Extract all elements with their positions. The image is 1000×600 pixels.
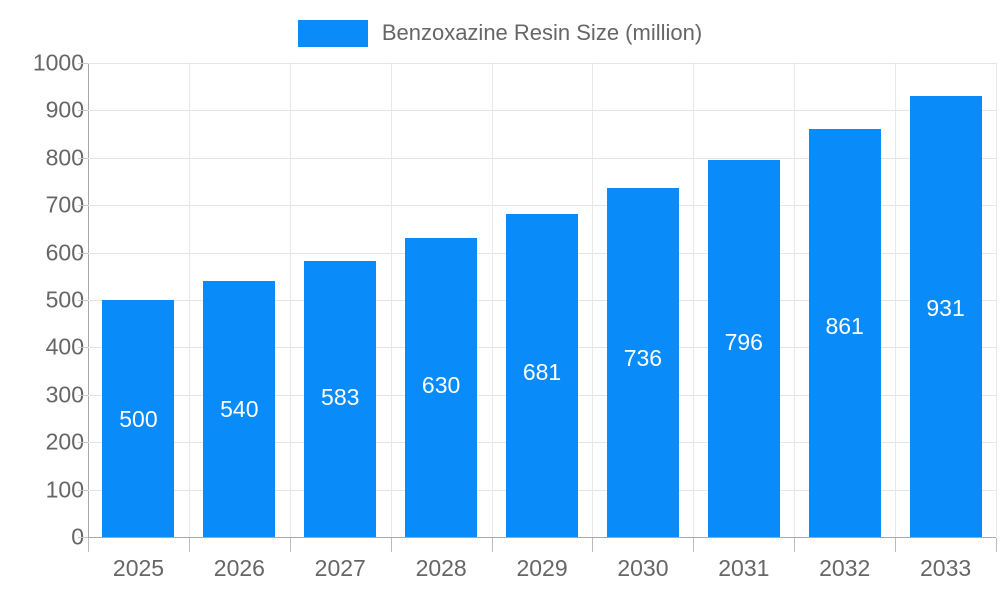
x-axis-tick-label: 2029 (516, 555, 568, 581)
bar[interactable]: 583 (304, 260, 377, 537)
gridline-x (189, 63, 190, 537)
x-axis-tick-mark (391, 538, 392, 552)
gridline-x (693, 63, 694, 537)
bar-value-label: 540 (220, 395, 259, 422)
x-axis-tick-label: 2025 (112, 555, 165, 581)
bar-value-label: 736 (623, 344, 663, 371)
legend-label-benzoxazine-resin-size: Benzoxazine Resin Size (million) (381, 20, 703, 45)
y-axis-tick-mark (78, 537, 88, 538)
gridline-x (895, 63, 896, 537)
x-axis-tick-label: 2032 (819, 555, 871, 581)
x-axis-tick-label: 2026 (213, 555, 265, 581)
gridline-y (88, 157, 996, 159)
x-axis-tick-label: 2030 (617, 555, 669, 581)
y-axis-tick-mark (78, 205, 88, 207)
y-axis-tick-mark (78, 489, 88, 491)
x-axis-tick-label: 2031 (718, 555, 770, 581)
x-axis-tick-mark (592, 538, 593, 552)
legend-swatch-benzoxazine-resin-size[interactable] (297, 19, 368, 47)
x-axis-tick-label: 2028 (415, 555, 467, 581)
y-axis-tick-mark (78, 252, 88, 254)
bar[interactable]: 796 (707, 159, 780, 537)
bar-value-label: 500 (119, 405, 158, 432)
bar[interactable]: 630 (405, 238, 478, 537)
gridline-x (391, 63, 392, 537)
gridline-x (794, 63, 795, 537)
x-axis-tick-mark (290, 538, 291, 552)
bar[interactable]: 500 (102, 300, 175, 537)
gridline-x (592, 63, 593, 537)
bar-value-label: 630 (421, 372, 461, 399)
y-axis: 0 100 200 300 400 500 600 700 800 900 1000 (0, 0, 88, 600)
gridline-x (996, 63, 997, 537)
bar[interactable]: 736 (606, 188, 679, 537)
y-axis-tick-label: 200 (45, 428, 84, 455)
y-axis-tick-label: 100 (45, 476, 84, 503)
bar-value-label: 861 (825, 312, 864, 339)
bar[interactable]: 681 (506, 214, 578, 537)
y-axis-tick-label: 300 (45, 381, 84, 408)
bar[interactable]: 540 (203, 281, 276, 537)
y-axis-tick-mark (78, 110, 88, 112)
bar-value-label: 583 (321, 384, 360, 411)
x-axis-line (88, 537, 996, 538)
x-axis-tick-label: 2027 (314, 555, 366, 581)
y-axis-tick-label: 0 (71, 523, 84, 550)
y-axis-tick-mark (78, 157, 88, 159)
x-axis-tick-label: 2033 (920, 555, 972, 581)
bar[interactable]: 931 (909, 95, 982, 537)
chart-legend: Benzoxazine Resin Size (million) (0, 14, 1000, 52)
x-axis-tick-mark (88, 538, 89, 552)
y-axis-tick-label: 1000 (32, 49, 84, 76)
bar-value-label: 931 (926, 294, 965, 321)
y-axis-tick-label: 900 (45, 96, 84, 123)
gridline-x (492, 63, 493, 537)
gridline-y (88, 110, 996, 112)
y-axis-tick-label: 600 (45, 239, 84, 266)
bar-value-label: 796 (724, 329, 763, 356)
y-axis-tick-label: 500 (45, 286, 84, 313)
bar-value-label: 681 (522, 359, 562, 386)
bar[interactable]: 861 (808, 128, 881, 537)
y-axis-tick-mark (78, 442, 88, 444)
x-axis-tick-mark (895, 538, 896, 552)
gridline-x (290, 63, 291, 537)
gridline-y (88, 205, 996, 207)
x-axis-tick-mark (693, 538, 694, 552)
gridline-y (88, 63, 996, 64)
x-axis-tick-mark (996, 538, 997, 552)
x-axis-tick-mark (492, 538, 493, 552)
y-axis-tick-label: 800 (45, 144, 84, 171)
y-axis-tick-mark (78, 347, 88, 349)
x-axis-tick-mark (794, 538, 795, 552)
y-axis-tick-mark (78, 63, 88, 64)
y-axis-tick-mark (78, 300, 88, 301)
y-axis-tick-label: 700 (45, 191, 84, 218)
y-axis-tick-label: 400 (45, 333, 84, 360)
x-axis-tick-mark (189, 538, 190, 552)
plot-area: 500 540 583 630 681 736 796 861 931 (88, 63, 997, 537)
y-axis-tick-mark (78, 394, 88, 396)
